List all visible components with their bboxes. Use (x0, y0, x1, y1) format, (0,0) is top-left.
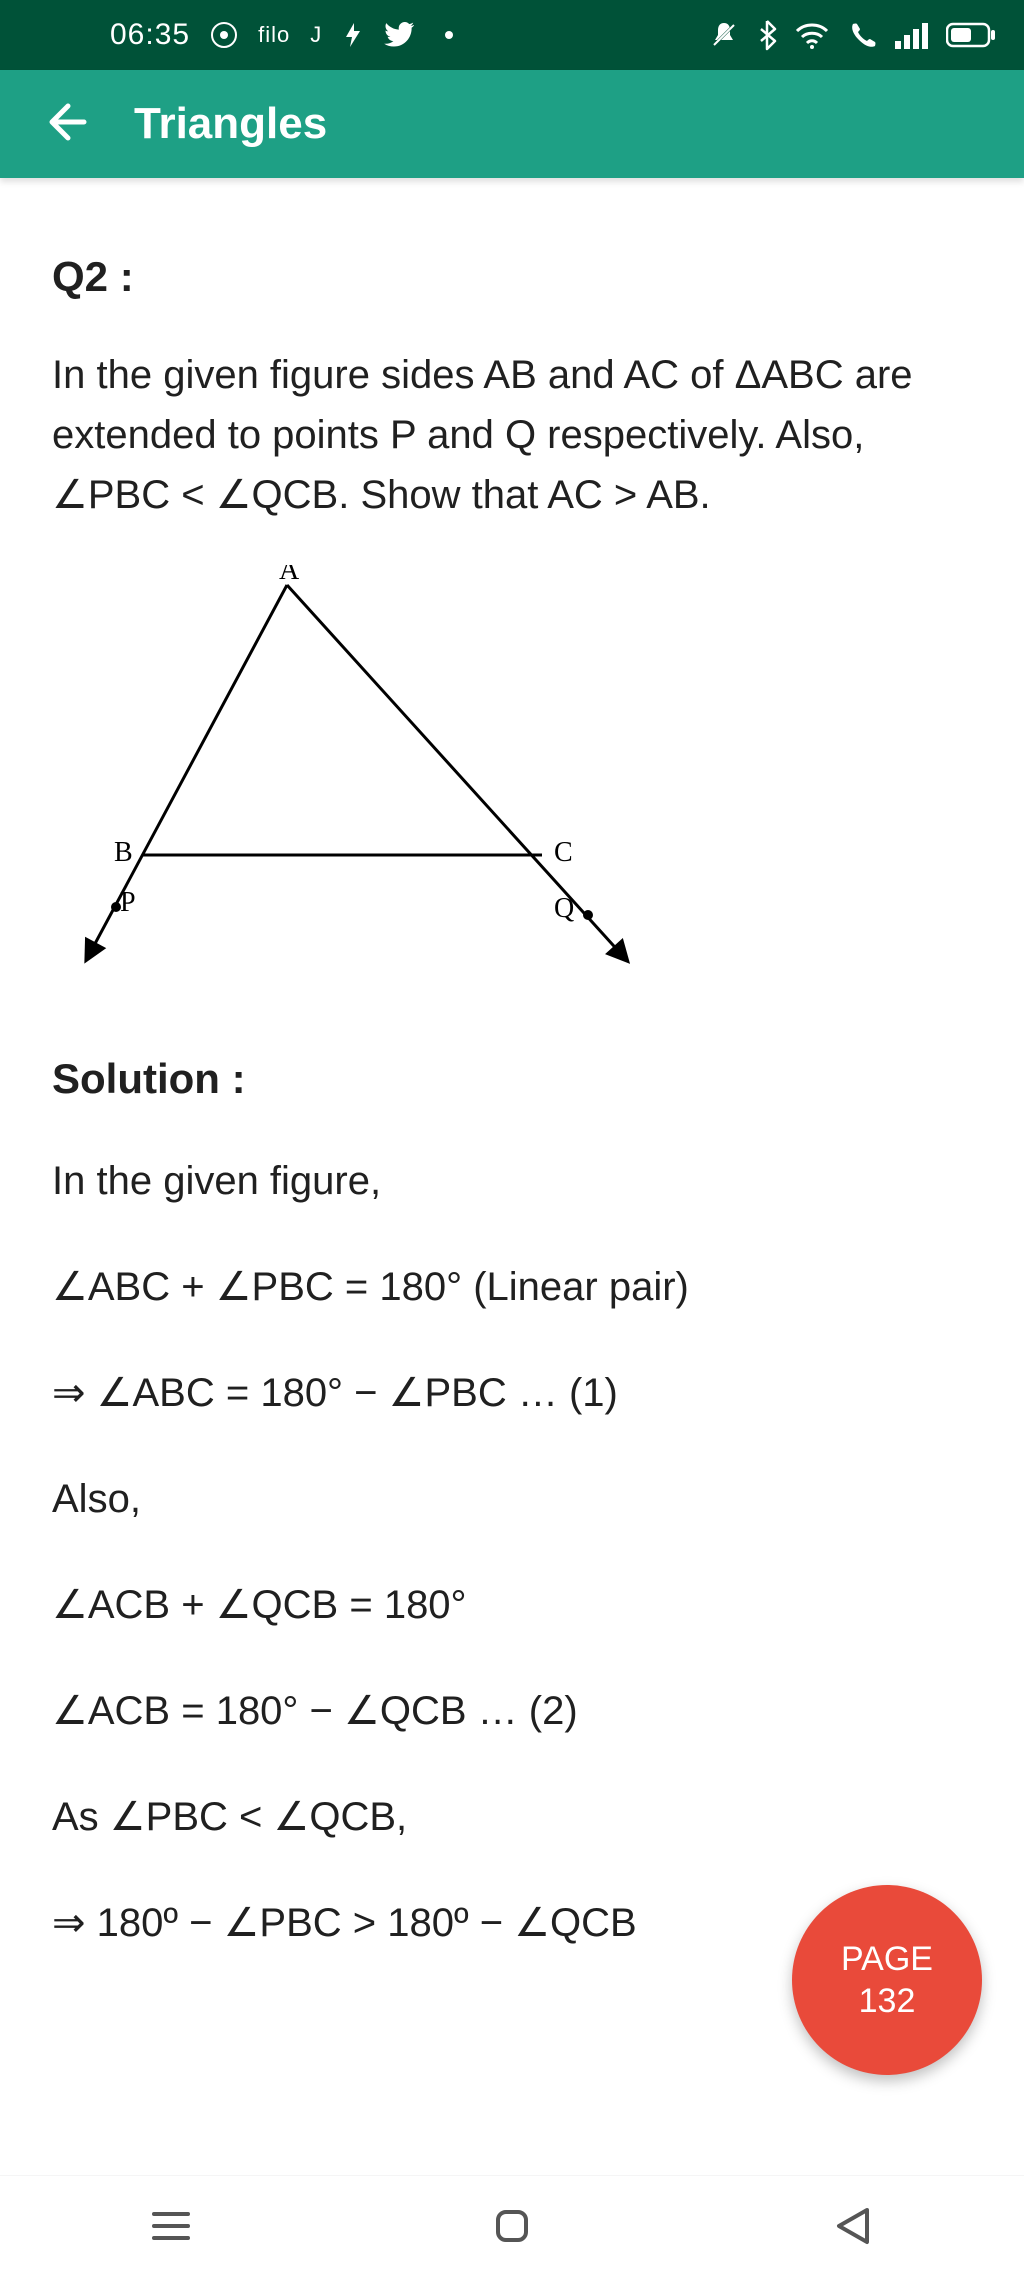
question-label: Q2 : (52, 248, 972, 307)
signal-icon (895, 21, 928, 49)
svg-text:P: P (120, 887, 136, 918)
status-right-group (709, 19, 996, 51)
svg-text:B: B (114, 837, 133, 868)
recents-button[interactable] (131, 2198, 211, 2254)
dot-icon (444, 30, 454, 40)
solution-line-6: As ∠PBC < ∠QCB, (52, 1789, 972, 1845)
app-bar: Triangles (0, 70, 1024, 178)
solution-line-1: ∠ABC + ∠PBC = 180° (Linear pair) (52, 1259, 972, 1315)
twitter-icon (384, 22, 414, 48)
filo-label: filo (258, 22, 290, 48)
solution-label: Solution : (52, 1050, 972, 1109)
solution-line-4: ∠ACB + ∠QCB = 180° (52, 1577, 972, 1633)
fab-line1: PAGE (841, 1938, 933, 1981)
status-left-group: 06:35 filo J (110, 18, 454, 52)
system-nav-bar (0, 2175, 1024, 2275)
svg-text:Q: Q (554, 893, 574, 924)
j-label: J (310, 22, 322, 48)
content-area: Q2 : In the given figure sides AB and AC… (0, 178, 1024, 1951)
fab-line2: 132 (859, 1980, 916, 2023)
wifi-icon (795, 21, 829, 49)
question-text: In the given figure sides AB and AC of Δ… (52, 345, 972, 525)
svg-text:C: C (554, 837, 573, 868)
clock: 06:35 (110, 18, 190, 52)
bluetooth-icon (757, 19, 777, 51)
mute-icon (709, 20, 739, 50)
bolt-icon (342, 21, 364, 49)
call-icon (847, 20, 877, 50)
triangle-figure: A B C P Q (42, 565, 972, 990)
solution-line-3: Also, (52, 1471, 972, 1527)
solution-line-0: In the given figure, (52, 1153, 972, 1209)
status-bar: 06:35 filo J (0, 0, 1024, 70)
back-button[interactable] (40, 98, 88, 151)
solution-line-2: ⇒ ∠ABC = 180° − ∠PBC … (1) (52, 1365, 972, 1421)
app-icon (210, 21, 238, 49)
home-button[interactable] (472, 2198, 552, 2254)
page-title: Triangles (134, 99, 327, 149)
page-fab[interactable]: PAGE 132 (792, 1885, 982, 2075)
android-back-button[interactable] (813, 2198, 893, 2254)
battery-icon (946, 22, 996, 48)
svg-text:A: A (279, 565, 300, 586)
solution-line-5: ∠ACB = 180° − ∠QCB … (2) (52, 1683, 972, 1739)
